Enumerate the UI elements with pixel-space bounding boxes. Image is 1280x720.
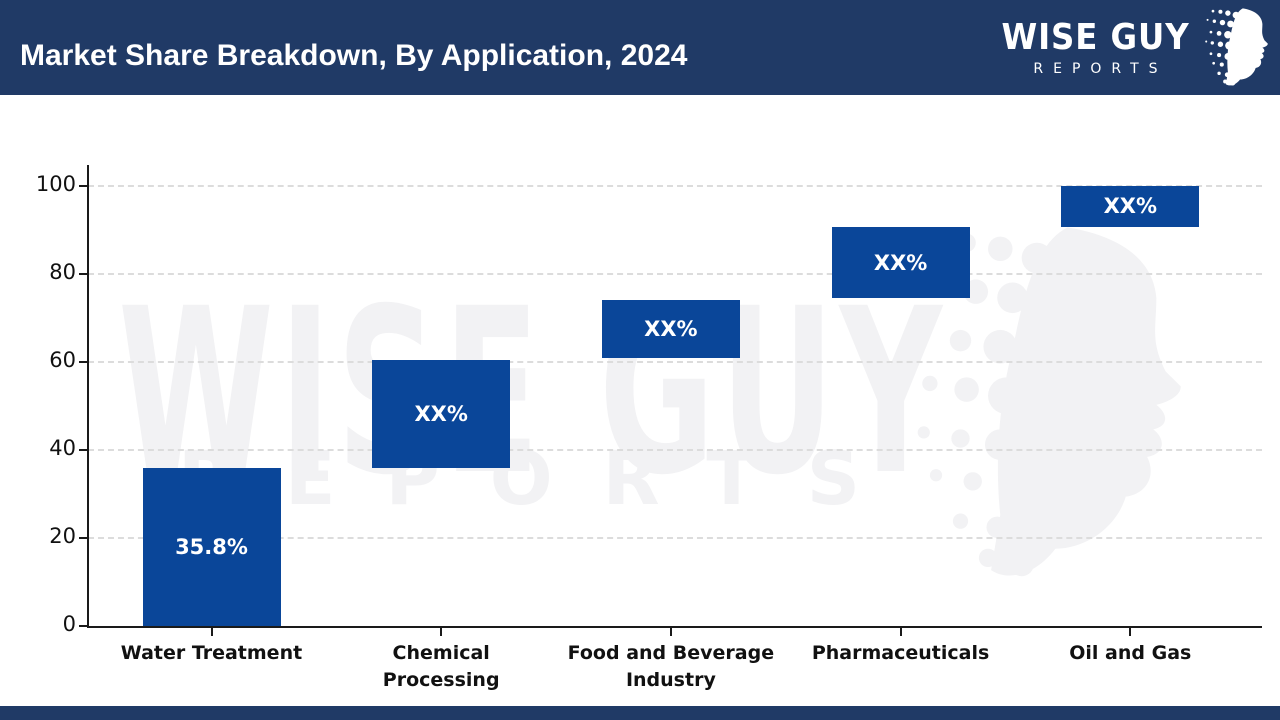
x-axis-tickmark: [899, 628, 902, 636]
x-axis-line: [87, 626, 1262, 628]
gridline-40: [88, 449, 1262, 451]
gridline-80: [88, 273, 1262, 275]
y-axis-tick-label: 60: [49, 348, 76, 372]
y-axis-tick-label: 100: [35, 172, 76, 196]
y-axis-tick-label: 0: [62, 612, 76, 636]
bar-water-treatment: 35.8%: [142, 468, 281, 626]
logo-wiseguy-label: WISE GUY: [1001, 17, 1190, 58]
x-axis-category-label-food-and-beverage-industry: Food and Beverage Industry: [567, 642, 775, 691]
y-axis-tickmark: [79, 361, 88, 363]
y-axis-tickmark: [79, 449, 88, 451]
x-axis-category-label-oil-and-gas: Oil and Gas: [1069, 642, 1192, 664]
wise-guy-reports-logo: WISE GUY REPORTS: [991, 5, 1270, 93]
y-axis-tickmark: [79, 273, 88, 275]
x-axis-tickmark: [440, 628, 443, 636]
logo-reports-label: REPORTS: [1033, 61, 1168, 77]
y-axis-tickmark: [79, 185, 88, 187]
x-axis-category-label-pharmaceuticals: Pharmaceuticals: [811, 642, 990, 664]
bar-value-label-chemical-processing: XX%: [414, 401, 468, 426]
x-axis-tickmark: [669, 628, 672, 636]
logo-head-icon: [1205, 7, 1268, 86]
y-axis-tickmark: [79, 537, 88, 539]
x-axis-tickmark: [210, 628, 213, 636]
watermark-reports-text: REPORTS: [178, 436, 911, 522]
header-bar: Market Share Breakdown, By Application, …: [0, 0, 1280, 95]
gridline-100: [88, 185, 1262, 187]
logo-text: WISE GUY REPORTS: [991, 17, 1200, 78]
y-axis-tick-label: 40: [49, 436, 76, 460]
bar-value-label-pharmaceuticals: XX%: [873, 250, 928, 275]
y-axis-tick-label: 80: [49, 260, 76, 284]
y-axis-tick-label: 20: [49, 524, 76, 548]
y-axis-line: [87, 165, 89, 628]
bar-oil-and-gas: XX%: [1061, 186, 1200, 227]
watermark-wiseguy-text: WISE GUY: [118, 259, 947, 525]
bar-chemical-processing: XX%: [372, 359, 511, 468]
x-axis-category-label-chemical-processing: Chemical Processing: [382, 642, 500, 691]
bar-value-label-food-and-beverage-industry: XX%: [644, 316, 698, 341]
bar-pharmaceuticals: XX%: [831, 226, 970, 299]
x-axis-tickmark: [1129, 628, 1132, 636]
x-axis-category-label-water-treatment: Water Treatment: [120, 642, 303, 664]
gridline-20: [88, 537, 1262, 539]
bar-food-and-beverage-industry: XX%: [601, 300, 740, 358]
y-axis-tickmark: [79, 625, 88, 627]
page-title: Market Share Breakdown, By Application, …: [20, 38, 688, 72]
bar-value-label-water-treatment: 35.8%: [175, 535, 248, 560]
footer-bar: [0, 706, 1280, 720]
gridline-60: [88, 361, 1262, 363]
bar-value-label-oil-and-gas: XX%: [1103, 194, 1158, 219]
